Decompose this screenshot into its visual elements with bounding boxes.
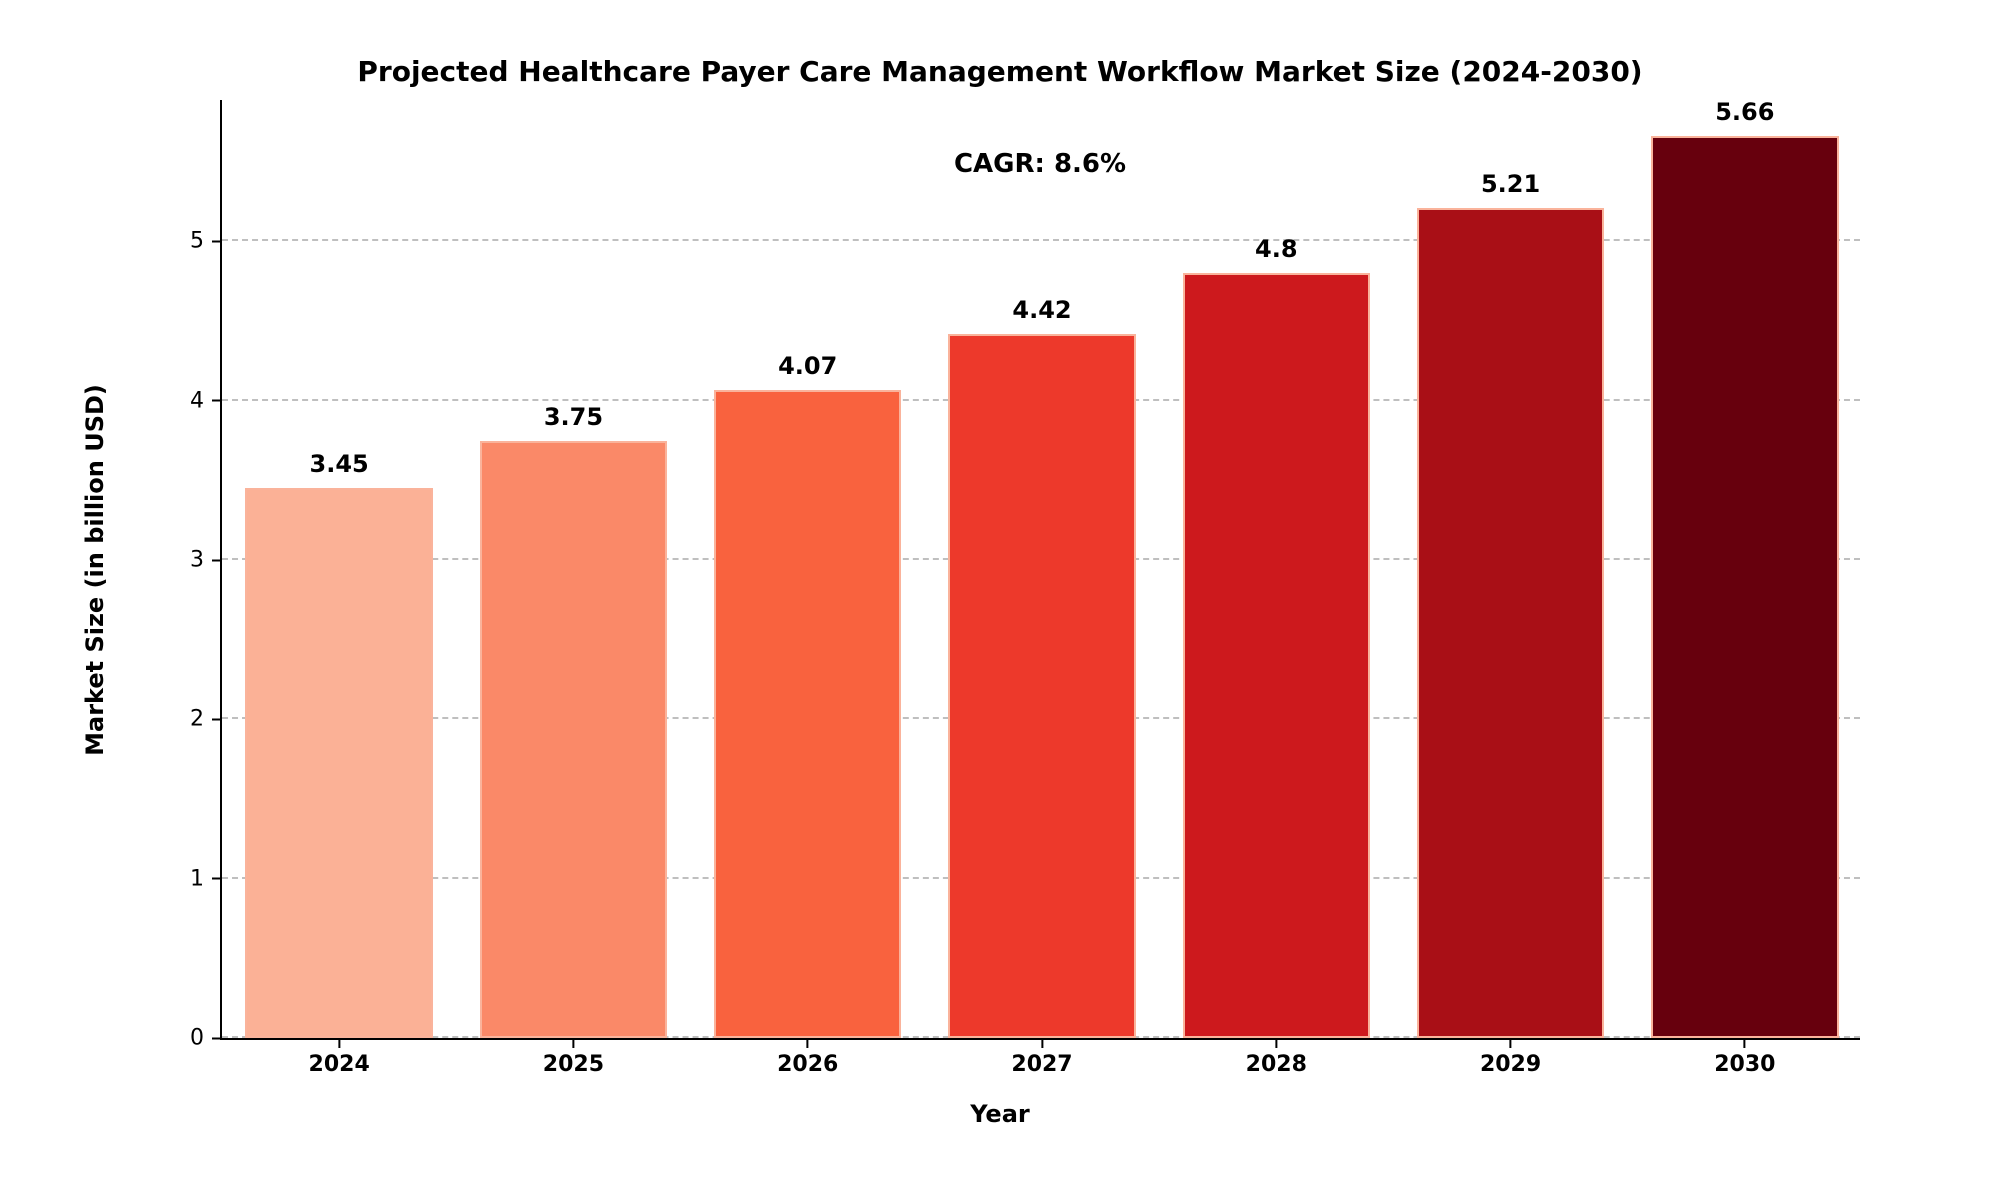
y-tick: 4 — [190, 388, 222, 413]
x-tick: 2030 — [1714, 1038, 1775, 1077]
bar-value-label: 3.75 — [456, 403, 690, 431]
bar — [245, 488, 432, 1038]
bar-cell: 5.21 — [1393, 98, 1627, 1038]
y-tick: 1 — [190, 866, 222, 891]
bar-cell: 4.42 — [925, 98, 1159, 1038]
bar — [1651, 136, 1838, 1038]
x-tick: 2025 — [543, 1038, 604, 1077]
bar-cell: 3.75 — [456, 98, 690, 1038]
x-tick: 2027 — [1011, 1038, 1072, 1077]
chart-plot-area: 0123453.4520243.7520254.0720264.4220274.… — [220, 100, 1860, 1040]
bar — [714, 390, 901, 1038]
x-tick: 2024 — [309, 1038, 370, 1077]
bar — [480, 441, 667, 1038]
bar-value-label: 4.42 — [925, 296, 1159, 324]
bar-value-label: 5.21 — [1393, 170, 1627, 198]
y-tick: 2 — [190, 707, 222, 732]
bar-cell: 5.66 — [1628, 98, 1862, 1038]
plot-box: 0123453.4520243.7520254.0720264.4220274.… — [220, 100, 1860, 1040]
bar-value-label: 5.66 — [1628, 98, 1862, 126]
bar-value-label: 4.07 — [691, 352, 925, 380]
bar-value-label: 3.45 — [222, 450, 456, 478]
cagr-annotation: CAGR: 8.6% — [954, 149, 1126, 179]
bar — [1417, 208, 1604, 1038]
x-tick: 2028 — [1246, 1038, 1307, 1077]
bar-cell: 4.8 — [1159, 98, 1393, 1038]
bar — [1183, 273, 1370, 1038]
chart-title: Projected Healthcare Payer Care Manageme… — [0, 55, 2000, 88]
y-tick: 0 — [190, 1026, 222, 1051]
bar-cell: 4.07 — [691, 98, 925, 1038]
y-axis-label: Market Size (in billion USD) — [81, 384, 109, 756]
x-tick: 2026 — [777, 1038, 838, 1077]
bar — [948, 334, 1135, 1038]
x-tick: 2029 — [1480, 1038, 1541, 1077]
y-tick: 3 — [190, 548, 222, 573]
x-axis-label: Year — [0, 1100, 2000, 1128]
bar-value-label: 4.8 — [1159, 235, 1393, 263]
y-tick: 5 — [190, 229, 222, 254]
bar-cell: 3.45 — [222, 98, 456, 1038]
